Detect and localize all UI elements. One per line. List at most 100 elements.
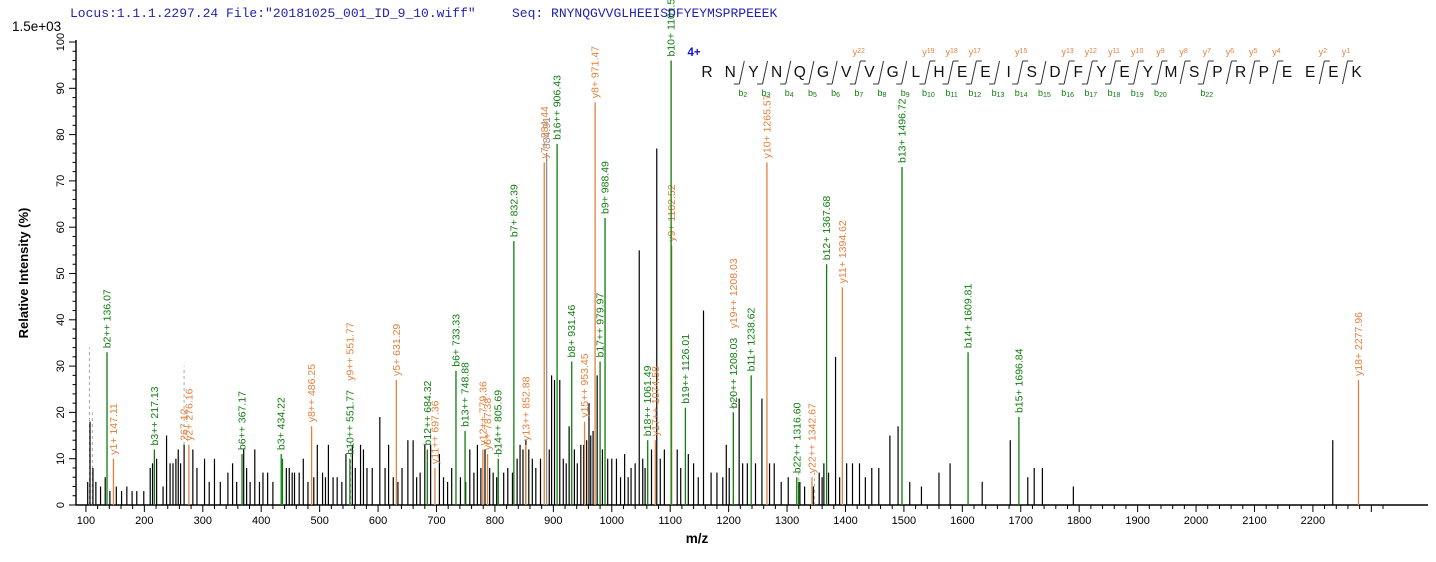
peak-b-ion-label: b14++ 805.69	[493, 390, 505, 455]
peak-b-ion-label: b20++ 1208.03	[728, 338, 740, 409]
peak-y-ion-label: y15++ 953.45	[579, 353, 591, 417]
y-tick-label: 90	[55, 82, 67, 94]
precursor-charge-label: 4+	[687, 47, 700, 59]
peak-y-ion-label: y11++ 697.36	[429, 400, 441, 464]
x-tick-label: 2100	[1242, 515, 1266, 527]
ladder-y-label: y5	[1249, 47, 1258, 57]
ladder-b-label: b22	[1200, 88, 1213, 99]
locus-file-text: Locus:1.1.1.2297.24 File:"20181025_001_I…	[70, 6, 476, 21]
peak-y-ion-label: y13++ 852.88	[520, 376, 532, 440]
x-tick-label: 700	[427, 515, 445, 527]
peak-b-ion-label: b19++ 1126.01	[680, 334, 692, 404]
peak-y-ion-label: y17++ 1074.58	[650, 366, 662, 436]
ladder-cleavage-slash	[831, 60, 838, 85]
peak-b-ion-label: b8+ 931.46	[566, 304, 578, 357]
peak-b-ion-label: b9+ 988.49	[600, 161, 612, 214]
peak-b-ion-label: b3++ 217.13	[149, 386, 161, 445]
ladder-cleavage-slash	[994, 60, 1000, 85]
ladder-b-label: b19	[1131, 88, 1144, 99]
ladder-residue: E	[1328, 64, 1338, 81]
ladder-b-label: b5	[808, 88, 817, 99]
title-bar: Locus:1.1.1.2297.24 File:"20181025_001_I…	[0, 6, 1436, 24]
y-max-counts-label: 1.5e+03	[12, 19, 61, 34]
x-tick-label: 300	[194, 515, 212, 527]
ladder-b-label: b11	[945, 88, 957, 99]
ladder-y-label: y9	[1156, 47, 1165, 57]
ladder-b-label: b6	[831, 88, 840, 99]
x-tick-label: 2200	[1301, 515, 1325, 527]
peak-b-ion-label: b6+ 733.33	[450, 314, 462, 367]
ladder-b-label: b8	[878, 88, 887, 99]
ladder-cleavage-slash	[738, 60, 745, 85]
ladder-residue: E	[1119, 64, 1129, 81]
peak-y-ion-label: y8+ 971.47	[590, 46, 602, 98]
peak-b-ion-label: b14+ 1609.81	[963, 284, 975, 349]
ladder-cleavage-slash	[1179, 60, 1186, 85]
peak-b-ion-label: b6++ 367.17	[237, 391, 249, 450]
ladder-residue: E	[957, 64, 967, 81]
ladder-y-label: y7	[1203, 47, 1212, 57]
ladder-cleavage-slash	[1086, 60, 1093, 85]
ladder-b-label: b7	[854, 88, 863, 99]
ladder-residue: S	[1189, 64, 1199, 81]
ladder-cleavage-slash	[947, 60, 954, 85]
y-tick-label: 50	[55, 267, 67, 279]
y-tick-label: 80	[55, 128, 67, 140]
ladder-residue: N	[725, 64, 736, 81]
peak-y-ion-label: y12++ 779.36	[477, 381, 489, 445]
ladder-cleavage-slash	[1133, 60, 1140, 85]
y-tick-label: 10	[55, 453, 67, 465]
peak-y-ion-label: y10+ 1265.57	[761, 94, 773, 158]
peak-b-ion-label: b2++ 136.07	[102, 289, 114, 348]
ladder-cleavage-slash	[970, 60, 977, 85]
peak-b-ion-label: b13+ 1496.72	[896, 98, 908, 163]
x-tick-label: 1100	[658, 515, 682, 527]
ladder-residue: Q	[794, 64, 806, 81]
seq-value: RNYNQGVVGLHEEISDFYEYMSPRPEEEK	[551, 6, 778, 21]
ladder-residue: K	[1351, 64, 1362, 81]
ladder-cleavage-slash	[1110, 60, 1116, 85]
peak-b-ion-label: b16++ 906.43	[552, 75, 564, 140]
ladder-residue: F	[1073, 64, 1082, 81]
ladder-y-label: y15	[1015, 47, 1027, 57]
ladder-residue: H	[933, 64, 944, 81]
ladder-y-label: y13	[1061, 47, 1073, 57]
y-tick-label: 30	[55, 360, 67, 372]
ladder-b-label: b15	[1038, 88, 1051, 99]
peak-y-ion-label: y7+ 884.44	[539, 106, 551, 158]
peak-b-ion-label: b12++ 684.32	[422, 380, 434, 445]
ladder-cleavage-slash	[1063, 60, 1070, 85]
ladder-b-label: b20	[1154, 88, 1167, 99]
ladder-residue: R	[1235, 64, 1246, 81]
ladder-cleavage-slash	[1202, 60, 1209, 85]
x-tick-label: 500	[310, 515, 328, 527]
x-tick-label: 400	[252, 515, 270, 527]
peak-y-ion-label: y22++ 1342.67	[806, 403, 818, 473]
ladder-y-label: y1	[1342, 47, 1351, 57]
ladder-b-label: b10	[922, 88, 935, 99]
ladder-residue: S	[1027, 64, 1037, 81]
ladder-residue: L	[911, 64, 920, 81]
x-tick-label: 600	[369, 515, 387, 527]
ladder-y-label: y19	[922, 47, 934, 57]
ladder-cleavage-slash	[1318, 60, 1325, 85]
ladder-residue: Y	[1096, 64, 1106, 81]
x-tick-label: 100	[77, 515, 95, 527]
ladder-residue: E	[1305, 64, 1315, 81]
ladder-y-label: y18	[945, 47, 957, 57]
ladder-residue: I	[1006, 64, 1010, 81]
ladder-cleavage-slash	[901, 60, 908, 85]
seq-label: Seq:	[512, 6, 544, 21]
ladder-cleavage-slash	[1249, 60, 1256, 85]
ladder-y-label: y6	[1226, 47, 1235, 57]
ladder-b-label: b16	[1061, 88, 1074, 99]
peak-b-ion-label: b17++ 979.97	[595, 292, 607, 357]
peak-b-ion-label: b22++ 1316.60	[791, 402, 803, 473]
y-tick-label: 70	[55, 175, 67, 187]
y-tick-label: 20	[55, 406, 67, 418]
ladder-cleavage-slash	[1040, 60, 1047, 85]
peak-y-ion-label: y11+ 1394.62	[837, 220, 849, 283]
ladder-cleavage-slash	[1226, 60, 1232, 85]
peak-b-ion-label: b13++ 748.88	[460, 362, 472, 427]
